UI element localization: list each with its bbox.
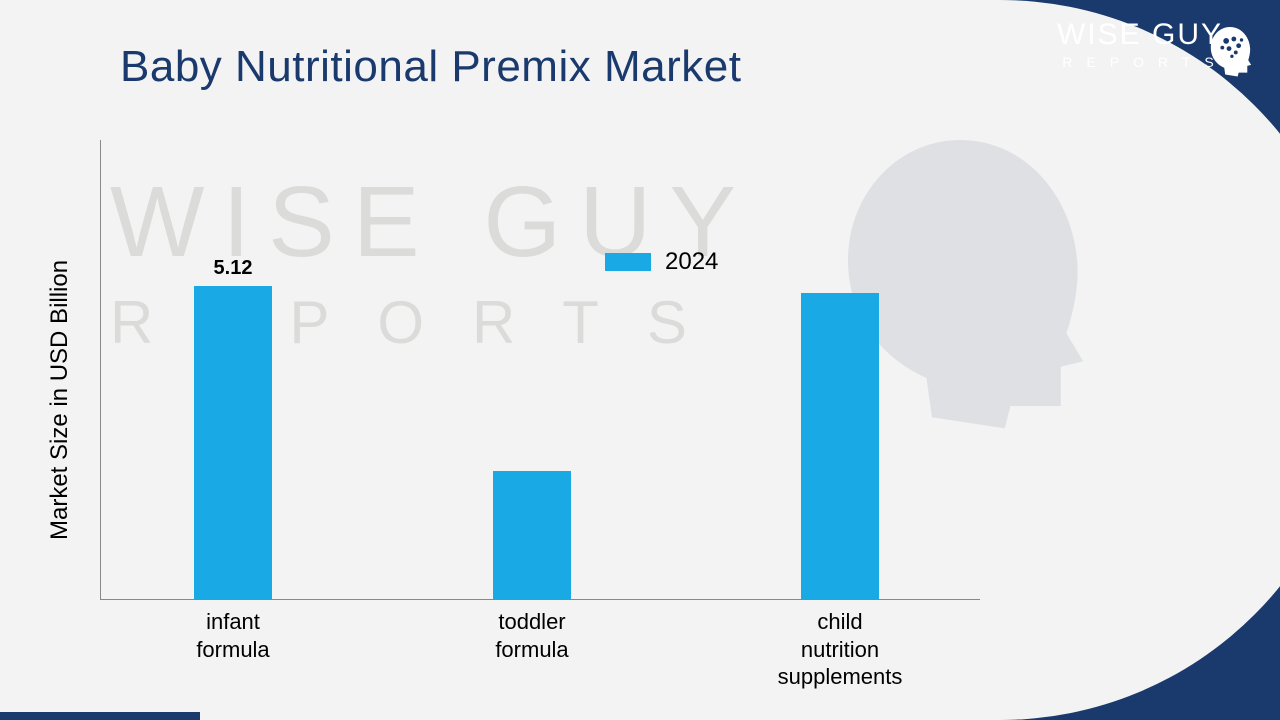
bottom-accent-bar — [0, 712, 200, 720]
category-label: childnutritionsupplements — [740, 608, 940, 691]
category-label: toddlerformula — [432, 608, 632, 663]
bar — [801, 293, 879, 600]
y-axis-line — [100, 140, 101, 600]
brand-logo: WISE GUY REPORTS — [1020, 18, 1260, 70]
bar — [493, 471, 571, 600]
logo-head-icon — [1206, 24, 1254, 78]
chart-title: Baby Nutritional Premix Market — [120, 42, 741, 92]
chart-area: 5.12infantformulatoddlerformulachildnutr… — [100, 140, 980, 600]
bar — [194, 286, 272, 600]
category-label: infantformula — [133, 608, 333, 663]
page-root: WISE GUY REPORTS Baby Nutritional Premix… — [0, 0, 1280, 720]
y-axis-label: Market Size in USD Billion — [46, 140, 76, 540]
bar-value-label: 5.12 — [153, 257, 313, 280]
